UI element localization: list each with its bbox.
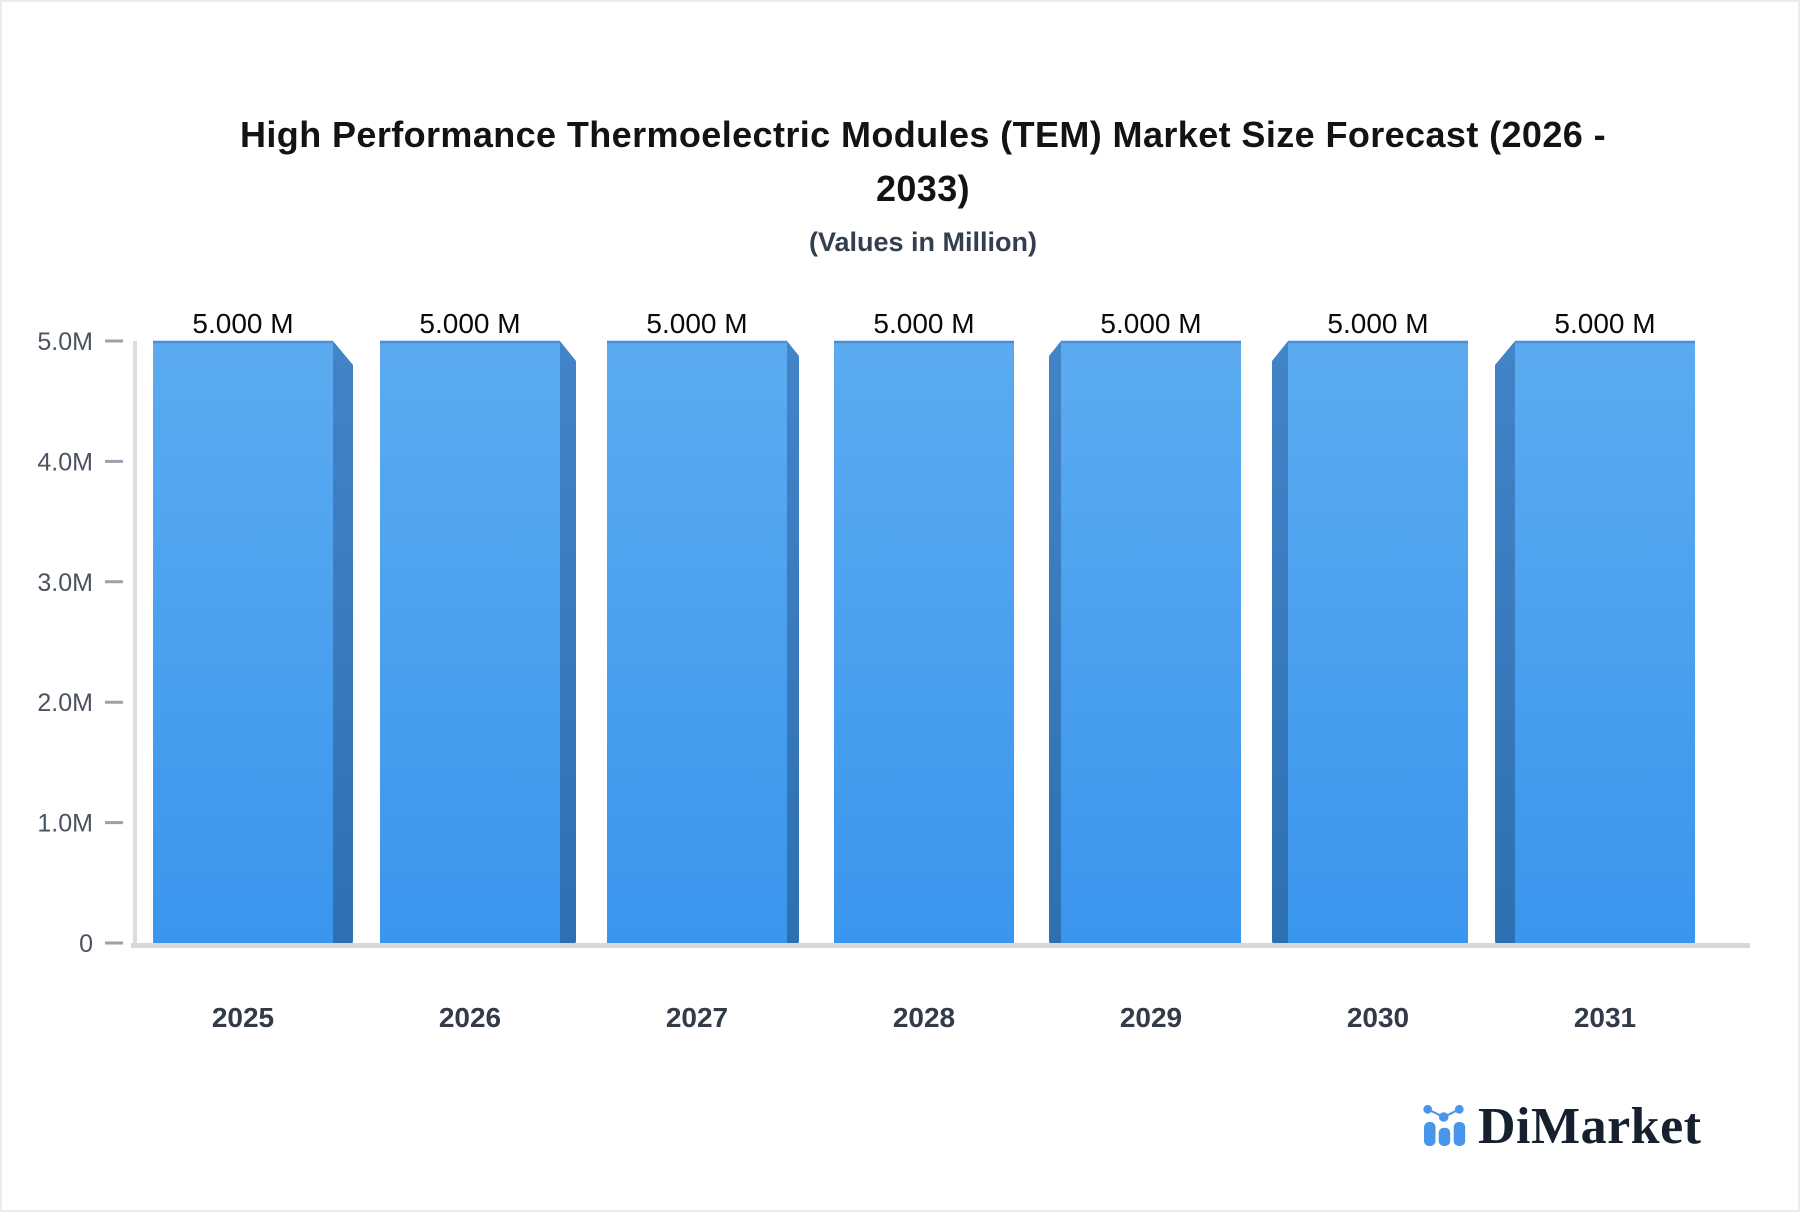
bar[interactable]: [834, 341, 1014, 946]
bar[interactable]: [380, 341, 560, 946]
x-axis-line: [131, 943, 1750, 948]
x-axis-label: 2031: [1574, 1002, 1636, 1033]
x-axis-label: 2029: [1120, 1002, 1182, 1033]
x-axis-label: 2028: [893, 1002, 955, 1033]
y-axis-line: [133, 341, 137, 943]
x-axis-label: 2030: [1347, 1002, 1409, 1033]
x-axis-label: 2026: [439, 1002, 501, 1033]
bar-value-label: 5.000 M: [1100, 308, 1201, 339]
bar-value-label: 5.000 M: [419, 308, 520, 339]
bar[interactable]: [607, 341, 787, 946]
bar-chart-with-dots-icon: [1423, 1104, 1466, 1146]
bar-side: [1272, 341, 1288, 946]
y-tick-label: 5.0M: [37, 328, 93, 356]
bar-side: [1049, 341, 1061, 946]
chart-subtitle: (Values in Million): [808, 227, 1038, 257]
bar-side: [787, 341, 799, 946]
bar-value-label: 5.000 M: [1554, 308, 1655, 339]
y-tick-label: 1.0M: [37, 810, 93, 838]
bar[interactable]: [153, 341, 333, 946]
logo-text: DiMarket: [1478, 1097, 1702, 1155]
y-tick-label: 2.0M: [37, 689, 93, 717]
bar-side: [1495, 341, 1515, 946]
y-tick-label: 0: [79, 930, 93, 958]
bar-side: [560, 341, 576, 946]
x-axis-label: 2027: [666, 1002, 728, 1033]
chart-title: High Performance Thermoelectric Modules …: [240, 114, 1606, 209]
bar[interactable]: [1515, 341, 1695, 946]
bar-side: [333, 341, 353, 946]
bar[interactable]: [1288, 341, 1468, 946]
bar[interactable]: [1061, 341, 1241, 946]
y-tick-label: 3.0M: [37, 569, 93, 597]
bar-value-label: 5.000 M: [1327, 308, 1428, 339]
x-axis-label: 2025: [212, 1002, 274, 1033]
dimarket-logo: DiMarket: [1422, 1097, 1702, 1155]
bar-value-label: 5.000 M: [646, 308, 747, 339]
y-tick-label: 4.0M: [37, 448, 93, 476]
bar-value-label: 5.000 M: [873, 308, 974, 339]
bar-value-label: 5.000 M: [192, 308, 293, 339]
